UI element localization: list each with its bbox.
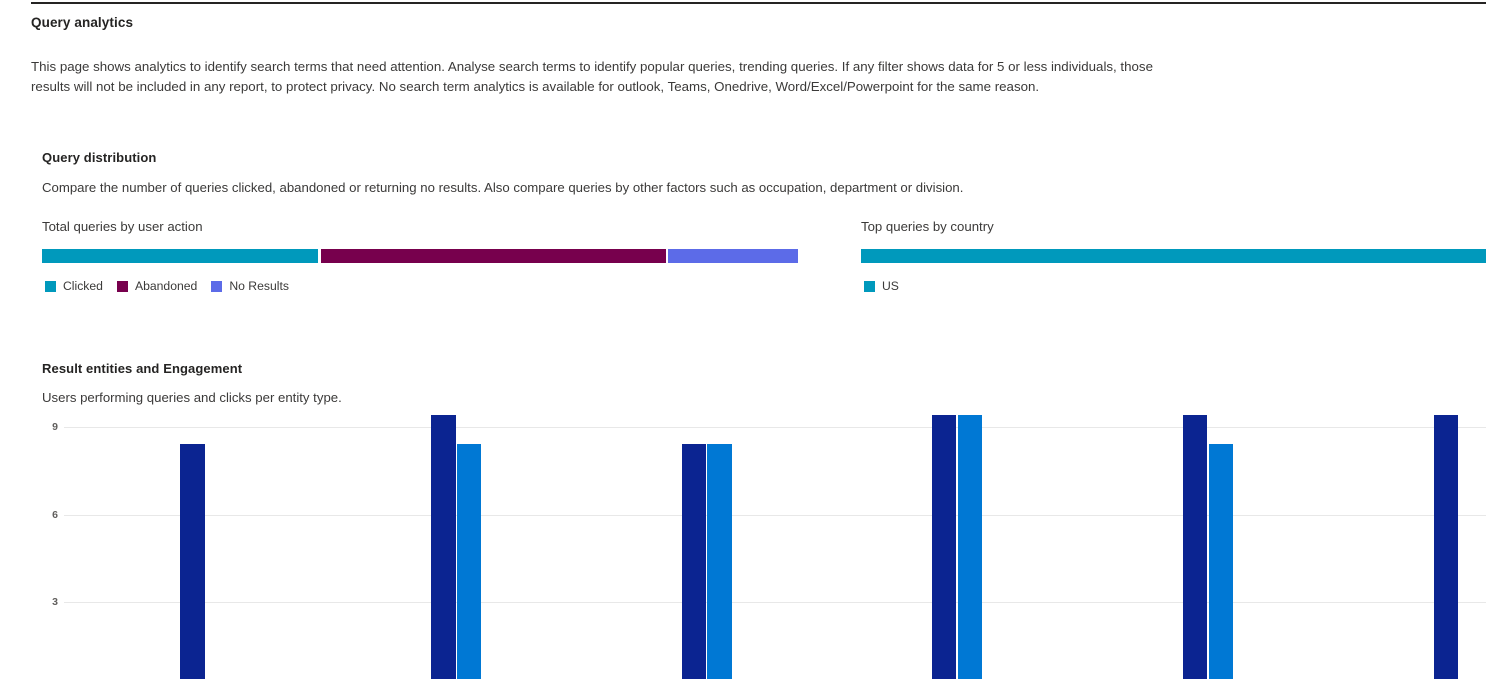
- y-axis-tick-9: 9: [52, 421, 58, 433]
- query-distribution-heading: Query distribution: [42, 150, 157, 165]
- total-queries-stacked-bar[interactable]: [42, 249, 798, 263]
- legend-item-no-results[interactable]: No Results: [211, 279, 289, 293]
- page-title: Query analytics: [31, 15, 134, 30]
- bar-queries-1[interactable]: [180, 444, 205, 679]
- total-queries-legend: Clicked Abandoned No Results: [45, 279, 303, 293]
- query-distribution-description: Compare the number of queries clicked, a…: [42, 180, 964, 195]
- legend-swatch-icon: [45, 280, 56, 292]
- top-queries-chart-label: Top queries by country: [861, 219, 994, 234]
- bar-segment-no-results[interactable]: [668, 249, 798, 263]
- gridline-9: [64, 427, 1486, 428]
- top-queries-stacked-bar[interactable]: [861, 249, 1486, 263]
- result-entities-description: Users performing queries and clicks per …: [42, 390, 342, 405]
- bar-segment-clicked[interactable]: [42, 249, 318, 263]
- bar-queries-3[interactable]: [682, 444, 706, 679]
- result-entities-bar-chart[interactable]: 9 6 3: [0, 415, 1486, 679]
- legend-item-us[interactable]: US: [864, 279, 899, 293]
- legend-label: US: [882, 279, 899, 293]
- y-axis-tick-3: 3: [52, 596, 58, 608]
- page-description: This page shows analytics to identify se…: [31, 59, 1153, 94]
- legend-item-clicked[interactable]: Clicked: [45, 279, 103, 293]
- bar-clicks-2[interactable]: [457, 444, 481, 679]
- bar-clicks-3[interactable]: [707, 444, 732, 679]
- legend-label: No Results: [229, 279, 289, 293]
- top-queries-legend: US: [864, 279, 913, 293]
- gridline-3: [64, 602, 1486, 603]
- bar-segment-abandoned[interactable]: [321, 249, 666, 263]
- bar-segment-us[interactable]: [861, 249, 1486, 263]
- legend-label: Abandoned: [134, 279, 198, 293]
- legend-item-abandoned[interactable]: Abandoned: [116, 279, 198, 293]
- legend-swatch-icon: [116, 280, 128, 292]
- bar-queries-2[interactable]: [431, 415, 456, 679]
- bar-clicks-5[interactable]: [1209, 444, 1233, 679]
- top-divider: [31, 2, 1486, 4]
- bar-queries-5[interactable]: [1183, 415, 1207, 679]
- legend-swatch-icon: [211, 280, 223, 292]
- total-queries-chart-label: Total queries by user action: [42, 219, 203, 234]
- bar-queries-6[interactable]: [1434, 415, 1458, 679]
- gridline-6: [64, 515, 1486, 516]
- legend-swatch-icon: [864, 280, 875, 292]
- result-entities-heading: Result entities and Engagement: [42, 361, 243, 376]
- bar-queries-4[interactable]: [932, 415, 956, 679]
- y-axis-tick-6: 6: [52, 509, 58, 521]
- bar-clicks-4[interactable]: [958, 415, 982, 679]
- legend-label: Clicked: [63, 279, 103, 293]
